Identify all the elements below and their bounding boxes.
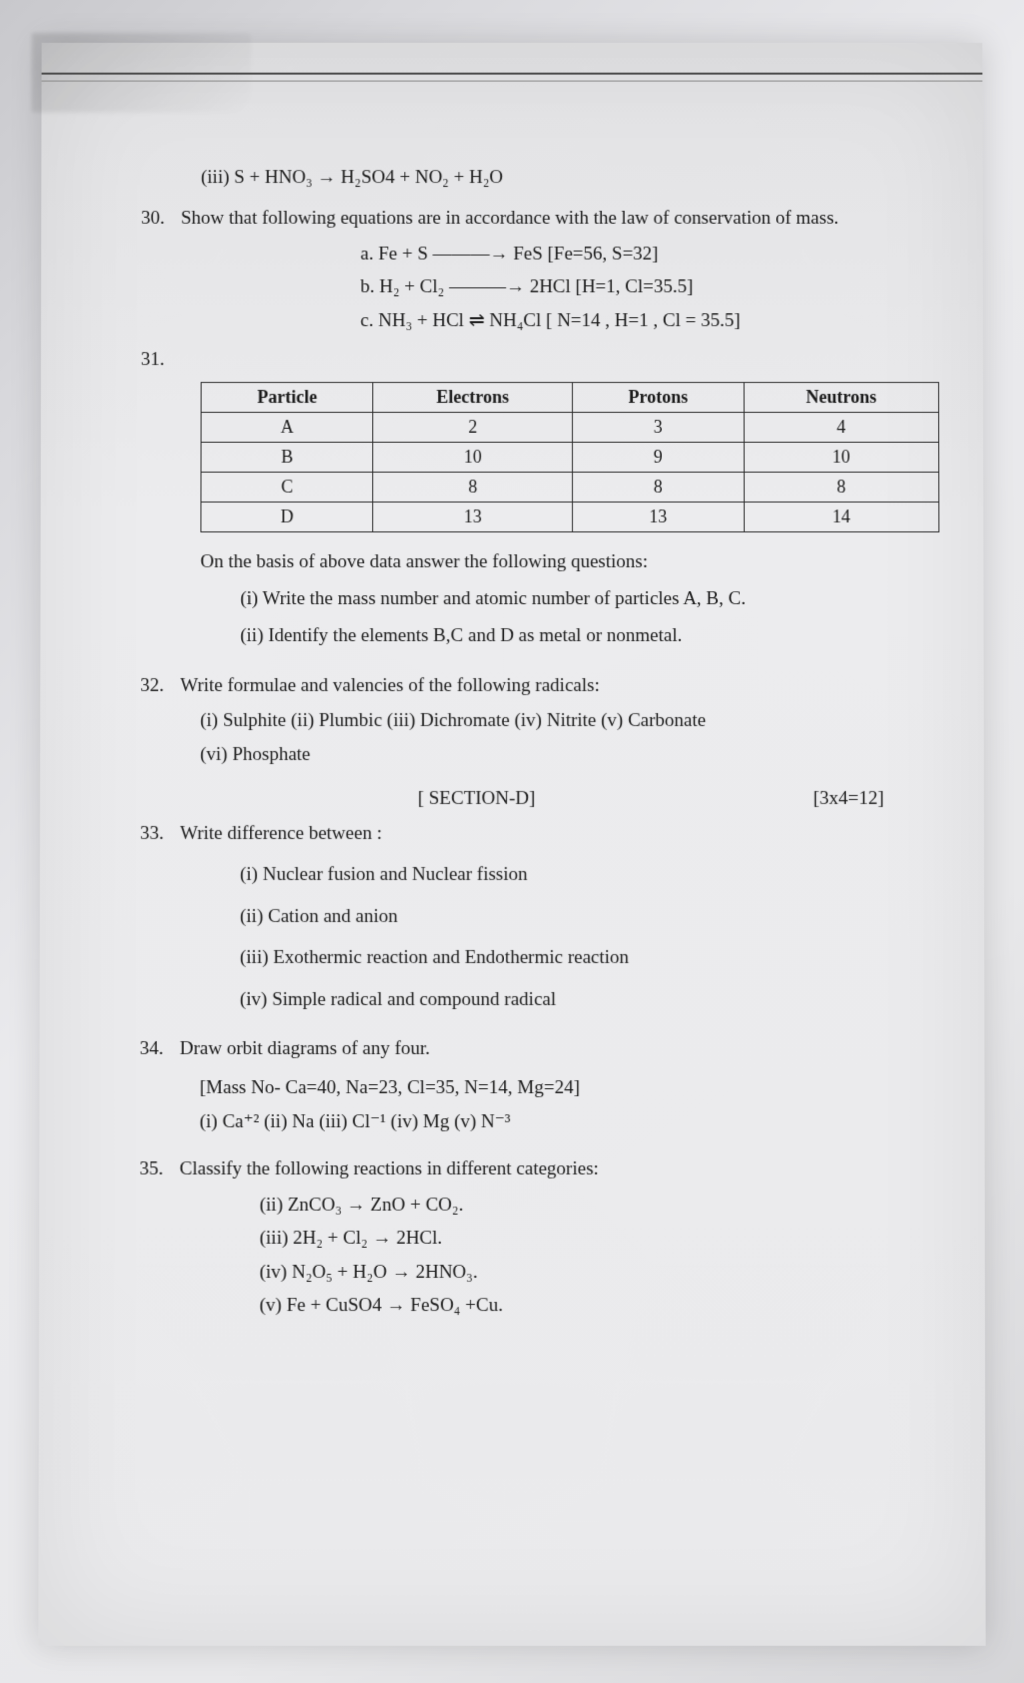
table-row: D 13 13 14 (201, 502, 939, 532)
q34: 34.Draw orbit diagrams of any four. (140, 1033, 885, 1064)
q33-i: (i) Nuclear fusion and Nuclear fission (140, 859, 884, 890)
q35-ii: (ii) ZnCO₃ → ZnO + CO₂. (139, 1191, 884, 1219)
q30-c: c. NH₃ + HCl ⇌ NH₄Cl [ N=14 , H=1 , Cl =… (141, 307, 883, 334)
q33-iii: (iii) Exothermic reaction and Endothermi… (140, 942, 884, 973)
cell: B (201, 442, 373, 472)
q31-lead: On the basis of above data answer the fo… (140, 546, 883, 577)
table-header-row: Particle Electrons Protons Neutrons (201, 382, 939, 412)
th-electrons: Electrons (373, 382, 572, 412)
q30-text: Show that following equations are in acc… (181, 208, 839, 229)
th-protons: Protons (572, 382, 743, 412)
q33-iv: (iv) Simple radical and compound radical (140, 984, 885, 1015)
q33-number: 33. (140, 818, 180, 849)
q33-ii: (ii) Cation and anion (140, 901, 884, 932)
q35-number: 35. (139, 1154, 179, 1185)
cell: 13 (373, 502, 572, 532)
q35-iv: (iv) N₂O₅ + H₂O → 2HNO₃. (139, 1258, 884, 1286)
q30-b: b. H₂ + Cl₂ ———→ 2HCl [H=1, Cl=35.5] (141, 274, 883, 301)
q30-number: 30. (141, 203, 181, 234)
q35-text: Classify the following reactions in diff… (180, 1159, 599, 1180)
q34-items: (i) Ca⁺² (ii) Na (iii) Cl⁻¹ (iv) Mg (v) … (140, 1108, 885, 1136)
cell: 10 (373, 442, 572, 472)
table-row: A 2 3 4 (201, 412, 939, 442)
exam-page: (iii) S + HNO₃ → H₂SO4 + NO₂ + H₂O 30.Sh… (38, 43, 985, 1646)
q33: 33.Write difference between : (140, 818, 884, 849)
cell: 14 (744, 502, 939, 532)
table-row: B 10 9 10 (201, 442, 939, 472)
section-d-header: [ SECTION-D] [3x4=12] (140, 788, 884, 810)
cell: 8 (572, 472, 744, 502)
q32: 32.Write formulae and valencies of the f… (140, 670, 884, 701)
cell: 10 (744, 442, 939, 472)
q32-items2: (vi) Phosphate (140, 741, 884, 769)
cell: 13 (572, 502, 744, 532)
cell: 8 (744, 472, 939, 502)
section-d-marks: [3x4=12] (813, 788, 884, 810)
q32-number: 32. (140, 670, 180, 701)
q31-number: 31. (141, 344, 883, 375)
q30: 30.Show that following equations are in … (141, 203, 883, 234)
section-d-label: [ SECTION-D] (140, 788, 813, 810)
q35-iii: (iii) 2H₂ + Cl₂ → 2HCl. (139, 1225, 884, 1253)
q35: 35.Classify the following reactions in d… (139, 1154, 884, 1185)
q31-i: (i) Write the mass number and atomic num… (140, 583, 883, 614)
cell: 9 (572, 442, 744, 472)
cell: 2 (373, 412, 572, 442)
q32-text: Write formulae and valencies of the foll… (180, 675, 599, 696)
cell: A (201, 412, 373, 442)
table-row: C 8 8 8 (201, 472, 939, 502)
cell: 4 (744, 412, 939, 442)
th-neutrons: Neutrons (744, 382, 939, 412)
q31-ii: (ii) Identify the elements B,C and D as … (140, 621, 883, 652)
q33-text: Write difference between : (180, 823, 382, 844)
q29-part-iii: (iii) S + HNO₃ → H₂SO4 + NO₂ + H₂O (141, 162, 883, 193)
cell: 8 (373, 472, 572, 502)
q34-text: Draw orbit diagrams of any four. (180, 1038, 430, 1059)
q34-given: [Mass No- Ca=40, Na=23, Cl=35, N=14, Mg=… (140, 1074, 885, 1102)
q35-v: (v) Fe + CuSO4 → FeSO₄ +Cu. (139, 1292, 885, 1320)
q30-a: a. Fe + S ———→ FeS [Fe=56, S=32] (141, 240, 883, 267)
th-particle: Particle (201, 382, 373, 412)
cell: 3 (572, 412, 744, 442)
q32-items: (i) Sulphite (ii) Plumbic (iii) Dichroma… (140, 707, 884, 735)
q34-number: 34. (140, 1033, 180, 1064)
cell: D (201, 502, 373, 532)
cell: C (201, 472, 373, 502)
q31-table: Particle Electrons Protons Neutrons A 2 … (200, 382, 939, 532)
